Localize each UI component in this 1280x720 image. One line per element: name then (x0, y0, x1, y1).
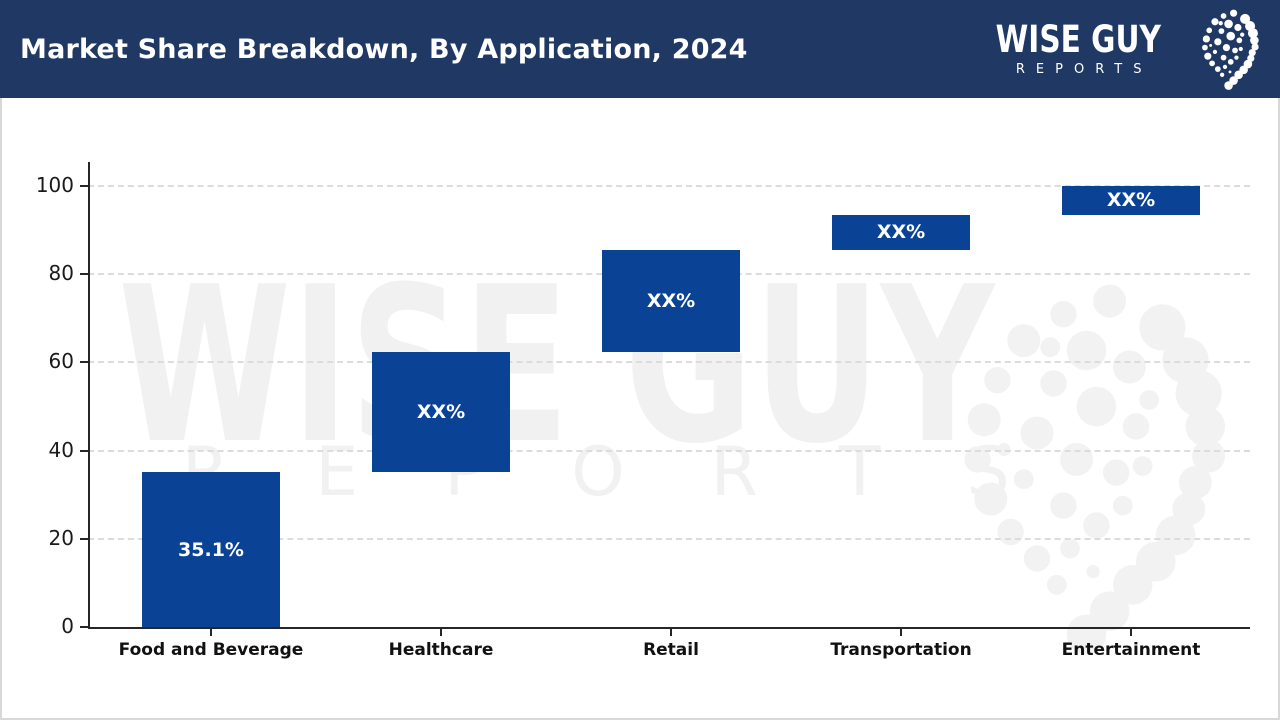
axis-x-spine (88, 627, 1250, 629)
x-tick (440, 629, 442, 636)
y-gridline (88, 185, 1250, 187)
axis-y-spine (88, 162, 90, 629)
bar-value-label: XX% (876, 221, 926, 244)
bar: 35.1% (142, 472, 280, 627)
header: Market Share Breakdown, By Application, … (0, 0, 1280, 98)
x-tick (210, 629, 212, 636)
brand-subtitle: REPORTS (1015, 62, 1153, 77)
y-gridline (88, 449, 1250, 452)
y-tick-label: 60 (48, 349, 74, 374)
page-title: Market Share Breakdown, By Application, … (20, 33, 748, 65)
bar-value-label: 35.1% (178, 538, 244, 561)
content-border-left (0, 98, 2, 720)
bar-value-label: XX% (416, 401, 466, 424)
bar-value-label: XX% (1106, 189, 1156, 212)
y-tick-label: 0 (61, 614, 74, 638)
content-border-right (1278, 98, 1280, 720)
y-tick (80, 361, 88, 364)
content-border-bottom (0, 718, 1280, 720)
x-tick-label: Food and Beverage (118, 640, 304, 660)
y-tick (80, 273, 88, 276)
watermark-text: WISE GUY (118, 240, 995, 491)
x-tick (900, 629, 902, 636)
y-tick (80, 626, 88, 628)
brand-text: WISE GUY REPORTS (975, 21, 1182, 77)
y-tick-label: 100 (35, 173, 74, 197)
y-tick (80, 537, 88, 540)
bar: XX% (602, 249, 740, 353)
bar: XX% (832, 214, 970, 250)
watermark-head-icon (964, 284, 1226, 655)
x-tick (1130, 629, 1132, 636)
y-gridline (88, 361, 1250, 364)
y-tick (80, 185, 88, 187)
y-tick-label: 40 (48, 437, 74, 462)
y-tick (80, 449, 88, 452)
bar-value-label: XX% (646, 290, 696, 313)
brand-name: WISE GUY (996, 18, 1162, 61)
x-tick (670, 629, 672, 636)
x-tick-label: Entertainment (1061, 640, 1201, 660)
bar: XX% (372, 352, 510, 473)
x-tick-label: Transportation (830, 640, 972, 660)
y-gridline (88, 537, 1250, 540)
y-tick-label: 20 (48, 525, 74, 550)
chart-content: WISE GUY REPORTS 0 20 40 60 80 100 (0, 98, 1280, 720)
x-tick-label: Healthcare (388, 640, 494, 660)
bar: XX% (1062, 186, 1200, 215)
y-tick-label: 80 (48, 261, 74, 286)
x-tick-label: Retail (643, 640, 699, 660)
wiseguy-head-icon (1202, 9, 1259, 90)
brand-logo: WISE GUY REPORTS (975, 6, 1266, 92)
